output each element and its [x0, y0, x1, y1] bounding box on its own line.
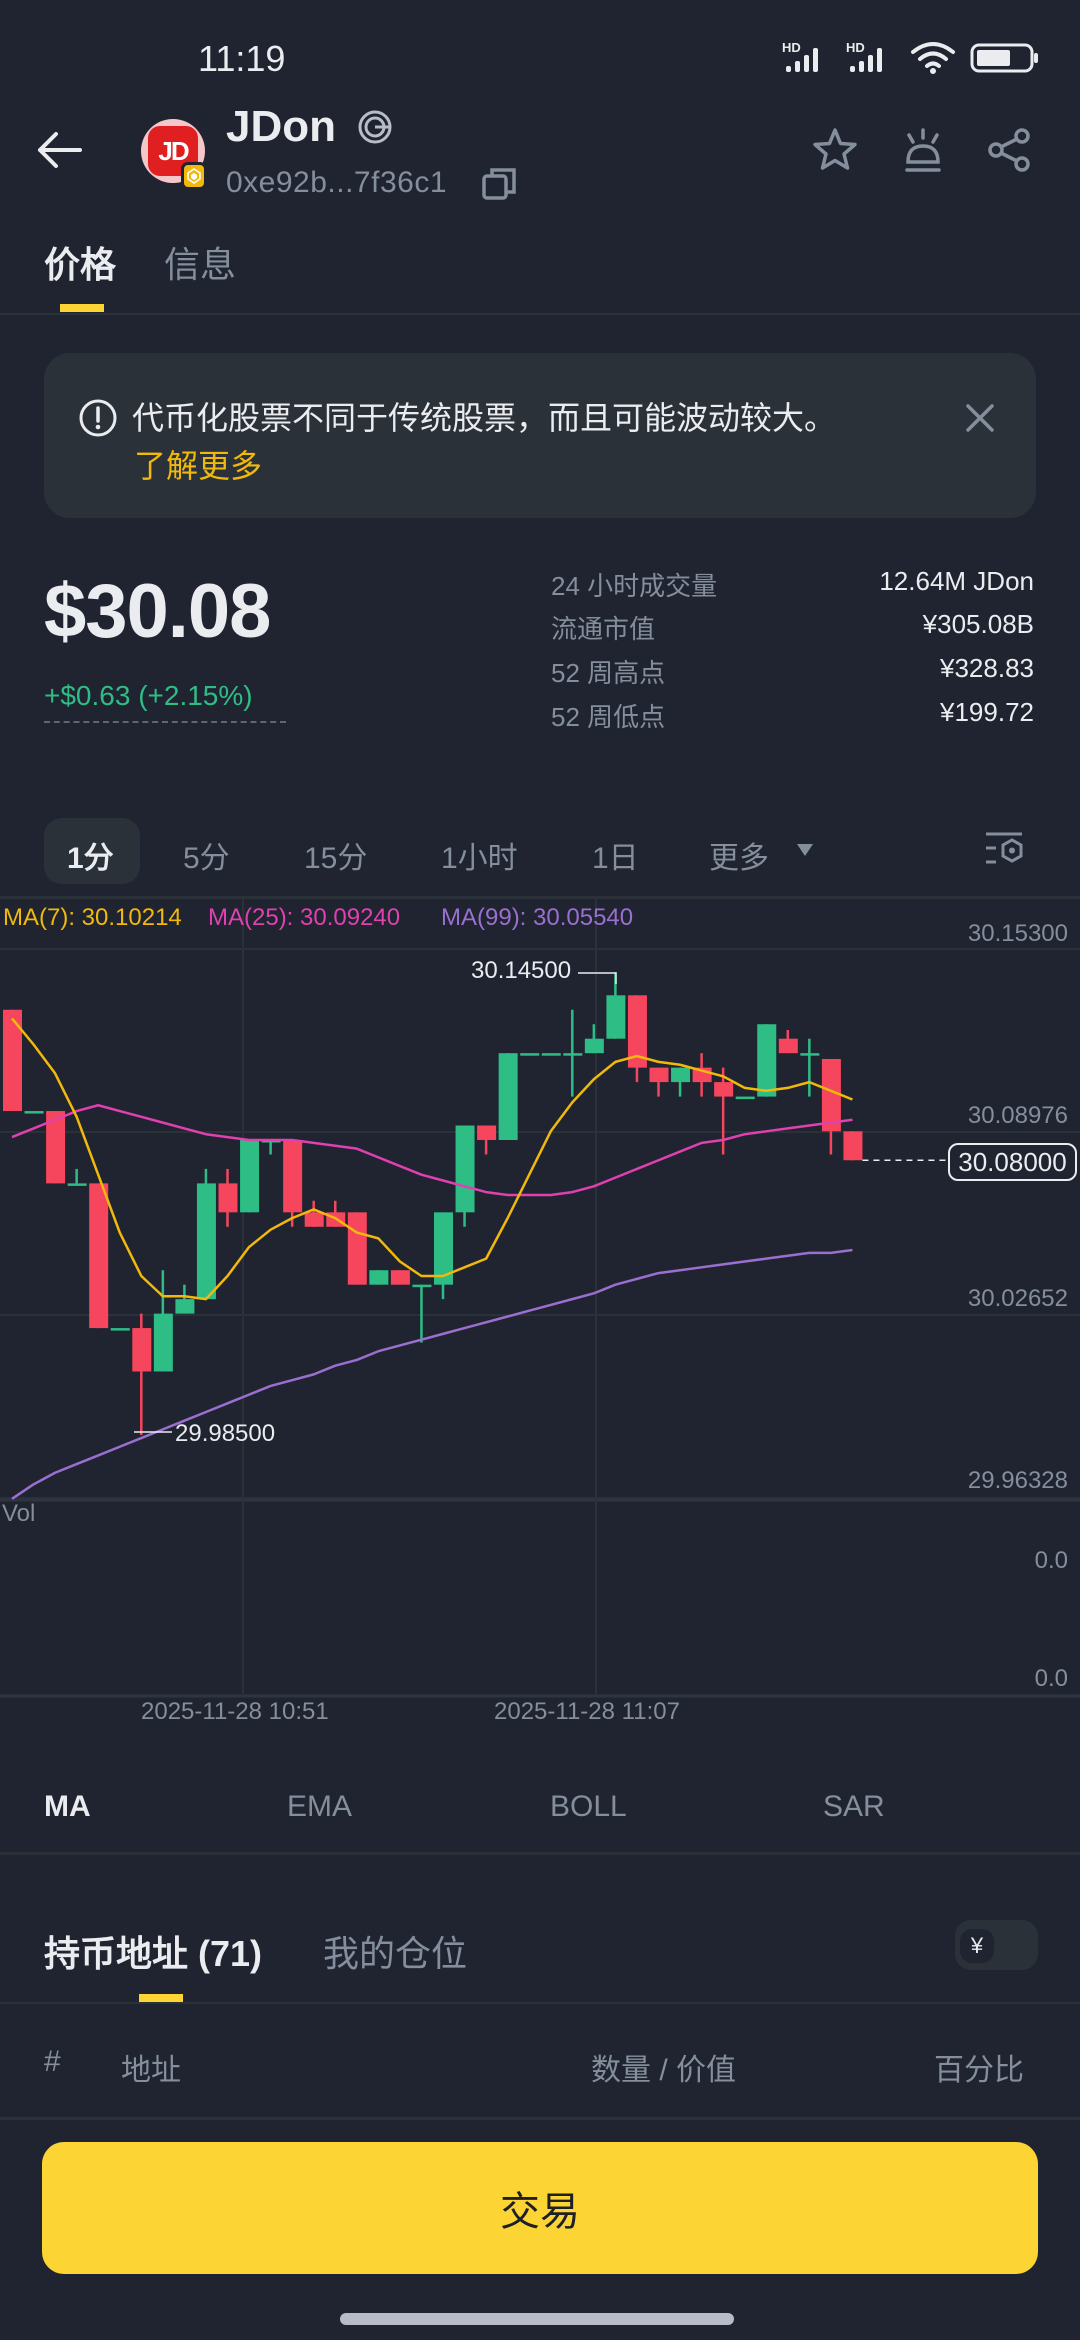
timeframe-active-bg [44, 818, 140, 884]
timeframe-1d[interactable]: 1日 [592, 842, 639, 875]
stat-label-volume: 24 小时成交量 [551, 571, 718, 601]
copy-icon[interactable] [480, 164, 520, 204]
divider [0, 896, 1080, 899]
tab-my-positions[interactable]: 我的仓位 [323, 1933, 468, 1974]
y-axis-tick: 29.96328 [967, 1467, 1068, 1494]
indicator-sar[interactable]: SAR [823, 1790, 885, 1823]
x-axis-tick: 2025-11-28 11:07 [494, 1698, 680, 1725]
stat-label-52w-low: 52 周低点 [551, 702, 666, 732]
y-axis-tick: 30.08976 [967, 1102, 1068, 1129]
stat-value-52w-low: ¥199.72 [940, 697, 1034, 727]
max-price-label: 30.14500 [471, 957, 572, 984]
wifi-icon [911, 42, 955, 74]
status-icons: HD HD [782, 40, 1040, 76]
column-header-rank: # [44, 2045, 61, 2078]
holders-tab-indicator [139, 1994, 183, 2002]
divider [0, 313, 1080, 315]
back-arrow-icon[interactable] [36, 128, 88, 172]
info-warning-icon [79, 399, 117, 437]
tab-holders[interactable]: 持币地址 (71) [44, 1933, 263, 1974]
divider [0, 2117, 1080, 2120]
volume-label: Vol [2, 1500, 36, 1527]
divider [0, 2002, 1080, 2004]
stat-value-market-cap: ¥305.08B [922, 609, 1034, 639]
column-header-percentage[interactable]: 百分比 [934, 2054, 1024, 2087]
token-logo-text: JD [148, 126, 198, 176]
price-change-underline [44, 721, 286, 723]
notice-text: 代币化股票不同于传统股票，而且可能波动较大。 [132, 400, 837, 436]
chart-settings-icon[interactable] [984, 830, 1024, 868]
tab-price[interactable]: 价格 [44, 244, 117, 285]
volume-tick: 0.0 [1034, 1665, 1068, 1692]
trade-button[interactable]: 交易 [42, 2142, 1038, 2274]
signal-icon: HD [782, 40, 818, 72]
divider [0, 1852, 1080, 1855]
indicator-boll[interactable]: BOLL [550, 1790, 627, 1823]
battery-icon [970, 43, 1038, 73]
stat-label-market-cap: 流通市值 [551, 614, 656, 644]
contract-address: 0xe92b...7f36c1 [226, 166, 448, 199]
ma25-legend: MA(25): 30.09240 [208, 904, 401, 931]
home-indicator[interactable] [340, 2313, 734, 2325]
ma99-legend: MA(99): 30.05540 [441, 904, 634, 931]
indicator-ma[interactable]: MA [44, 1790, 91, 1823]
learn-more-link[interactable]: 了解更多 [134, 448, 263, 484]
x-axis-tick: 2025-11-28 10:51 [141, 1698, 329, 1725]
tab-active-indicator [60, 304, 104, 312]
last-price-tag: 30.08000 [948, 1143, 1077, 1181]
svg-text:HD: HD [782, 40, 801, 55]
svg-text:HD: HD [846, 40, 865, 55]
volume-tick: 0.0 [1034, 1547, 1068, 1574]
current-price: $30.08 [44, 569, 271, 654]
close-icon[interactable] [960, 398, 1000, 438]
min-price-label: 29.98500 [175, 1420, 276, 1447]
token-name: JDon [226, 102, 336, 151]
bnb-chain-badge-icon [181, 162, 207, 190]
stat-label-52w-high: 52 周高点 [551, 658, 666, 688]
timeframe-15m[interactable]: 15分 [304, 842, 368, 875]
timeframe-1h[interactable]: 1小时 [441, 842, 518, 875]
share-icon[interactable] [985, 126, 1033, 174]
timeframe-5m[interactable]: 5分 [183, 842, 230, 875]
signal-icon: HD [846, 40, 882, 72]
timeframe-more[interactable]: 更多 [709, 842, 769, 875]
indicator-ema[interactable]: EMA [287, 1790, 353, 1823]
column-header-amount-value[interactable]: 数量 / 价值 [591, 2054, 737, 2087]
risk-notice-banner [44, 353, 1036, 518]
caret-down-icon [797, 844, 813, 856]
price-alert-icon[interactable] [899, 126, 947, 174]
favorite-star-icon[interactable] [811, 126, 859, 174]
candlestick-chart[interactable] [0, 896, 1080, 1706]
y-axis-tick: 30.15300 [967, 920, 1068, 947]
tab-info[interactable]: 信息 [164, 244, 237, 285]
column-header-address: 地址 [121, 2054, 181, 2087]
tokenized-stock-icon [358, 110, 392, 144]
status-time: 11:19 [198, 38, 286, 79]
timeframe-1m[interactable]: 1分 [67, 842, 114, 875]
stat-value-volume: 12.64M JDon [879, 566, 1034, 596]
stat-value-52w-high: ¥328.83 [940, 653, 1034, 683]
price-change[interactable]: +$0.63 (+2.15%) [44, 680, 253, 711]
y-axis-tick: 30.02652 [967, 1285, 1068, 1312]
currency-symbol: ¥ [960, 1929, 994, 1963]
ma7-legend: MA(7): 30.10214 [3, 904, 182, 931]
